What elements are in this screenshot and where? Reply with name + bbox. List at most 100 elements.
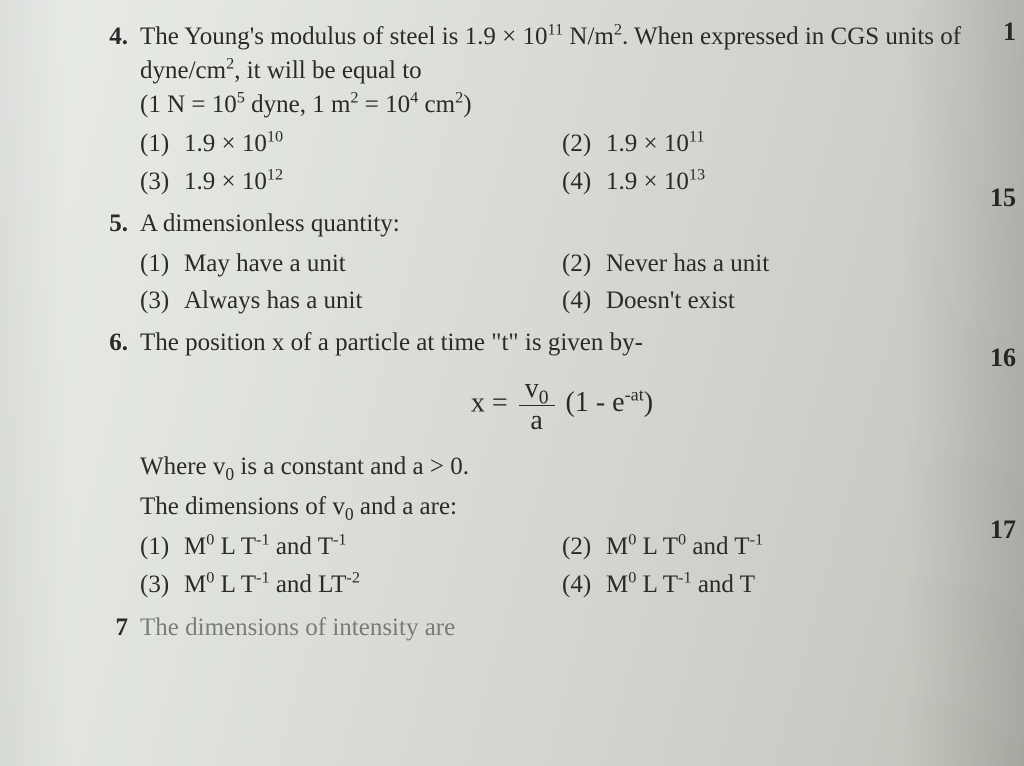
option-1: (1) M0 L T-1 and T-1 xyxy=(140,528,562,566)
opt-pre: 1.9 × 10 xyxy=(184,168,267,195)
option-4: (4) 1.9 × 1013 xyxy=(562,163,984,201)
opt-exp: -1 xyxy=(333,531,347,549)
question-4: 4. The Young's modulus of steel is 1.9 ×… xyxy=(80,20,984,201)
frac-num-pre: v xyxy=(525,373,539,404)
option-3: (3) 1.9 × 1012 xyxy=(140,163,562,201)
option-3: (3) M0 L T-1 and LT-2 xyxy=(140,566,562,604)
question-7-cutoff: 7 The dimensions of intensity are xyxy=(80,611,984,645)
opt-seg: M xyxy=(184,571,206,598)
rhs-exp: -at xyxy=(625,385,644,405)
opt-exp: -2 xyxy=(346,568,360,586)
option-text: M0 L T-1 and LT-2 xyxy=(184,568,554,602)
stem-text: . When xyxy=(622,23,694,50)
opt-exp: -1 xyxy=(256,568,270,586)
stem-exp: 2 xyxy=(226,54,234,72)
dims-text: The dimensions of v xyxy=(140,493,345,520)
stem-text: = 10 xyxy=(359,91,411,118)
question-body: The dimensions of intensity are xyxy=(140,611,984,645)
option-label: (1) xyxy=(140,530,184,564)
opt-seg: L T xyxy=(636,571,678,598)
option-text: May have a unit xyxy=(184,247,554,281)
question-stem: The position x of a particle at time "t"… xyxy=(140,326,984,360)
option-label: (4) xyxy=(562,568,606,602)
option-label: (1) xyxy=(140,247,184,281)
option-2: (2) Never has a unit xyxy=(562,245,984,283)
option-text: Always has a unit xyxy=(184,284,554,318)
option-text: 1.9 × 1011 xyxy=(606,127,976,161)
option-label: (4) xyxy=(562,165,606,199)
opt-seg: and T xyxy=(692,571,755,598)
opt-seg: M xyxy=(184,533,206,560)
stem-exp: 2 xyxy=(455,88,463,106)
option-text: M0 L T-1 and T-1 xyxy=(184,530,554,564)
opt-exp: 0 xyxy=(678,531,686,549)
option-label: (2) xyxy=(562,247,606,281)
option-1: (1) May have a unit xyxy=(140,245,562,283)
opt-seg: and LT xyxy=(270,571,347,598)
fraction-num: v0 xyxy=(519,374,555,406)
stem-exp: 2 xyxy=(350,88,358,106)
dims-line: The dimensions of v0 and a are: xyxy=(140,490,984,524)
opt-seg: L T xyxy=(214,571,256,598)
option-label: (4) xyxy=(562,284,606,318)
option-label: (2) xyxy=(562,530,606,564)
where-text: is a constant and a > 0. xyxy=(234,453,469,480)
question-number: 4. xyxy=(80,20,140,201)
fraction-den: a xyxy=(519,406,555,437)
option-2: (2) M0 L T0 and T-1 xyxy=(562,528,984,566)
opt-exp: 10 xyxy=(267,128,283,146)
edge-fragment-4: 17 xyxy=(990,512,1016,547)
option-text: M0 L T0 and T-1 xyxy=(606,530,976,564)
opt-exp: 11 xyxy=(689,128,705,146)
formula-rhs: (1 - e-at) xyxy=(566,387,654,418)
stem-text: (1 N = 10 xyxy=(140,91,237,118)
option-label: (1) xyxy=(140,127,184,161)
opt-seg: and T xyxy=(686,533,749,560)
question-6: 6. The position x of a particle at time … xyxy=(80,326,984,603)
stem-text: dyne, 1 m xyxy=(245,91,351,118)
options: (1) 1.9 × 1010 (2) 1.9 × 1011 (3) 1.9 × … xyxy=(140,125,984,201)
stem-exp: 11 xyxy=(548,21,564,39)
edge-fragment-1: 1 xyxy=(1003,14,1016,49)
stem-exp: 2 xyxy=(614,21,622,39)
question-number: 6. xyxy=(80,326,140,603)
option-4: (4) Doesn't exist xyxy=(562,282,984,320)
question-number: 5. xyxy=(80,207,140,320)
formula-lhs: x = xyxy=(471,387,508,418)
opt-exp: 12 xyxy=(267,166,283,184)
where-text: Where v xyxy=(140,453,225,480)
question-body: The Young's modulus of steel is 1.9 × 10… xyxy=(140,20,984,201)
opt-pre: 1.9 × 10 xyxy=(606,130,689,157)
opt-seg: L T xyxy=(214,533,256,560)
dims-sub: 0 xyxy=(345,504,354,524)
question-stem: The Young's modulus of steel is 1.9 × 10… xyxy=(140,20,984,121)
opt-exp: 13 xyxy=(689,166,705,184)
stem-text: The Young's modulus of steel is 1.9 × 10 xyxy=(140,23,548,50)
options: (1) M0 L T-1 and T-1 (2) M0 L T0 and T-1… xyxy=(140,528,984,604)
rhs-close: ) xyxy=(644,387,653,418)
option-text: M0 L T-1 and T xyxy=(606,568,976,602)
question-body: A dimensionless quantity: (1) May have a… xyxy=(140,207,984,320)
option-text: 1.9 × 1012 xyxy=(184,165,554,199)
option-label: (2) xyxy=(562,127,606,161)
rhs-open: (1 - e xyxy=(566,387,625,418)
option-label: (3) xyxy=(140,568,184,602)
stem-text: N/m xyxy=(563,23,614,50)
opt-seg: M xyxy=(606,533,628,560)
question-stem: A dimensionless quantity: xyxy=(140,207,984,241)
dims-text: and a are: xyxy=(354,493,457,520)
question-number: 7 xyxy=(80,611,140,645)
option-text: Never has a unit xyxy=(606,247,976,281)
option-1: (1) 1.9 × 1010 xyxy=(140,125,562,163)
option-4: (4) M0 L T-1 and T xyxy=(562,566,984,604)
options: (1) May have a unit (2) Never has a unit… xyxy=(140,245,984,321)
question-5: 5. A dimensionless quantity: (1) May hav… xyxy=(80,207,984,320)
opt-exp: -1 xyxy=(750,531,764,549)
page: 1 15 16 17 4. The Young's modulus of ste… xyxy=(0,0,1024,766)
option-text: 1.9 × 1013 xyxy=(606,165,976,199)
question-body: The position x of a particle at time "t"… xyxy=(140,326,984,603)
option-3: (3) Always has a unit xyxy=(140,282,562,320)
opt-seg: L T xyxy=(636,533,678,560)
option-label: (3) xyxy=(140,284,184,318)
option-label: (3) xyxy=(140,165,184,199)
